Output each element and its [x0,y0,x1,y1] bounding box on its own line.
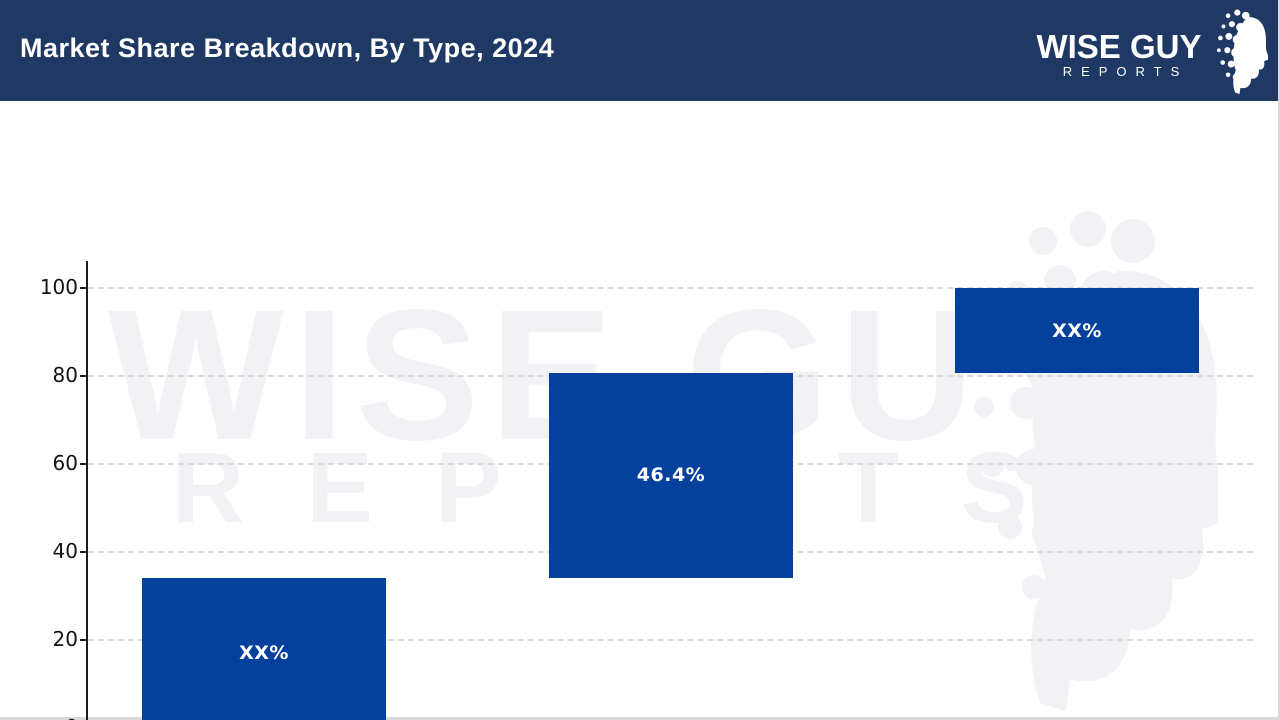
chart-card: WISE GUY REPORTS 020406080100XX%USB Char… [0,101,1278,720]
bar-value-label: 46.4% [636,464,706,487]
y-tick-mark [80,375,87,377]
waterfall-chart: 020406080100XX%USB ChargingModule46.4%Wi… [0,101,1278,720]
gridline-100 [88,287,1253,289]
y-tick-mark [80,287,87,289]
gridline-20 [88,639,1253,641]
y-tick-label: 20 [52,627,78,651]
y-tick-label: 0 [26,715,78,720]
bar-segment: 46.4% [549,373,793,578]
bar-value-label: XX% [239,641,289,664]
bar-value-label: XX% [1052,319,1102,342]
header-bar: Market Share Breakdown, By Type, 2024 WI… [0,0,1278,101]
y-tick-label: 100 [39,275,78,299]
y-tick-mark [80,639,87,641]
y-axis-spine [86,261,88,720]
brand-face-icon [1216,9,1268,94]
y-tick-label: 60 [52,451,78,475]
brand-subtext: REPORTS [1062,64,1189,79]
bar-segment: XX% [955,288,1199,374]
y-tick-mark [80,551,87,553]
y-tick-mark [80,463,87,465]
page-title: Market Share Breakdown, By Type, 2024 [20,33,555,63]
y-tick-label: 40 [52,539,78,563]
brand-wordmark: WISE GUY [1036,28,1202,65]
brand-logo: WISE GUY REPORTS [1030,6,1268,96]
bar-segment: XX% [142,577,386,720]
y-tick-label: 80 [52,363,78,387]
